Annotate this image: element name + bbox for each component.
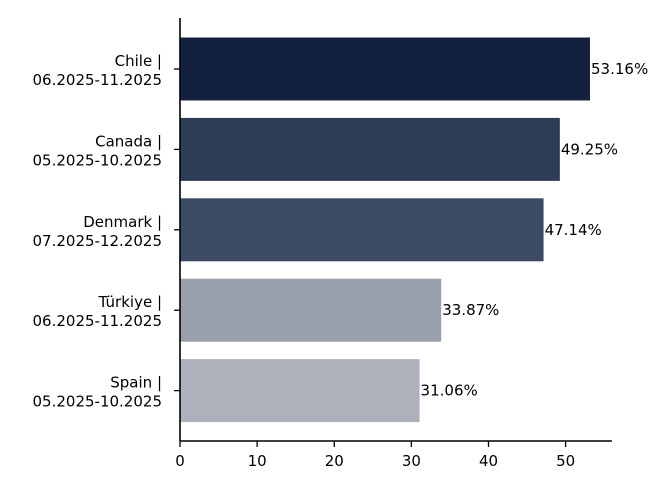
category-label-3: Türkiye | 06.2025-11.2025 xyxy=(33,293,162,330)
category-label-2: Denmark | 07.2025-12.2025 xyxy=(33,213,162,250)
x-tick-label-5: 50 xyxy=(556,452,575,470)
bars-group xyxy=(180,37,590,423)
bar-3 xyxy=(180,278,442,342)
bar-1 xyxy=(180,117,560,181)
category-label-0-line-0: Chile | xyxy=(115,52,162,70)
category-label-1-line-0: Canada | xyxy=(95,132,162,150)
category-label-1: Canada | 05.2025-10.2025 xyxy=(33,132,162,169)
value-label-4: 31.06% xyxy=(421,382,478,400)
value-labels-group: 53.16% 49.25% 47.14% 33.87% 31.06% xyxy=(421,60,649,400)
x-tick-label-1: 10 xyxy=(248,452,267,470)
category-label-0-line-1: 06.2025-11.2025 xyxy=(33,71,162,89)
x-tick-label-3: 30 xyxy=(402,452,421,470)
category-label-4-line-0: Spain | xyxy=(110,374,162,392)
x-tick-label-4: 40 xyxy=(479,452,498,470)
value-label-0: 53.16% xyxy=(591,60,648,78)
category-label-2-line-0: Denmark | xyxy=(83,213,162,231)
category-label-4: Spain | 05.2025-10.2025 xyxy=(33,374,162,411)
x-axis: 0 10 20 30 40 50 xyxy=(175,440,612,470)
bar-0 xyxy=(180,37,590,101)
value-label-1: 49.25% xyxy=(561,140,618,158)
value-label-2: 47.14% xyxy=(545,221,602,239)
category-label-3-line-1: 06.2025-11.2025 xyxy=(33,312,162,330)
bar-4 xyxy=(180,359,420,423)
x-tick-label-0: 0 xyxy=(175,452,185,470)
category-label-1-line-1: 05.2025-10.2025 xyxy=(33,151,162,169)
category-label-2-line-1: 07.2025-12.2025 xyxy=(33,232,162,250)
category-label-4-line-1: 05.2025-10.2025 xyxy=(33,393,162,411)
value-label-3: 33.87% xyxy=(442,301,499,319)
bar-2 xyxy=(180,198,544,262)
category-label-3-line-0: Türkiye | xyxy=(97,293,162,311)
x-tick-label-2: 20 xyxy=(325,452,344,470)
category-label-0: Chile | 06.2025-11.2025 xyxy=(33,52,162,89)
